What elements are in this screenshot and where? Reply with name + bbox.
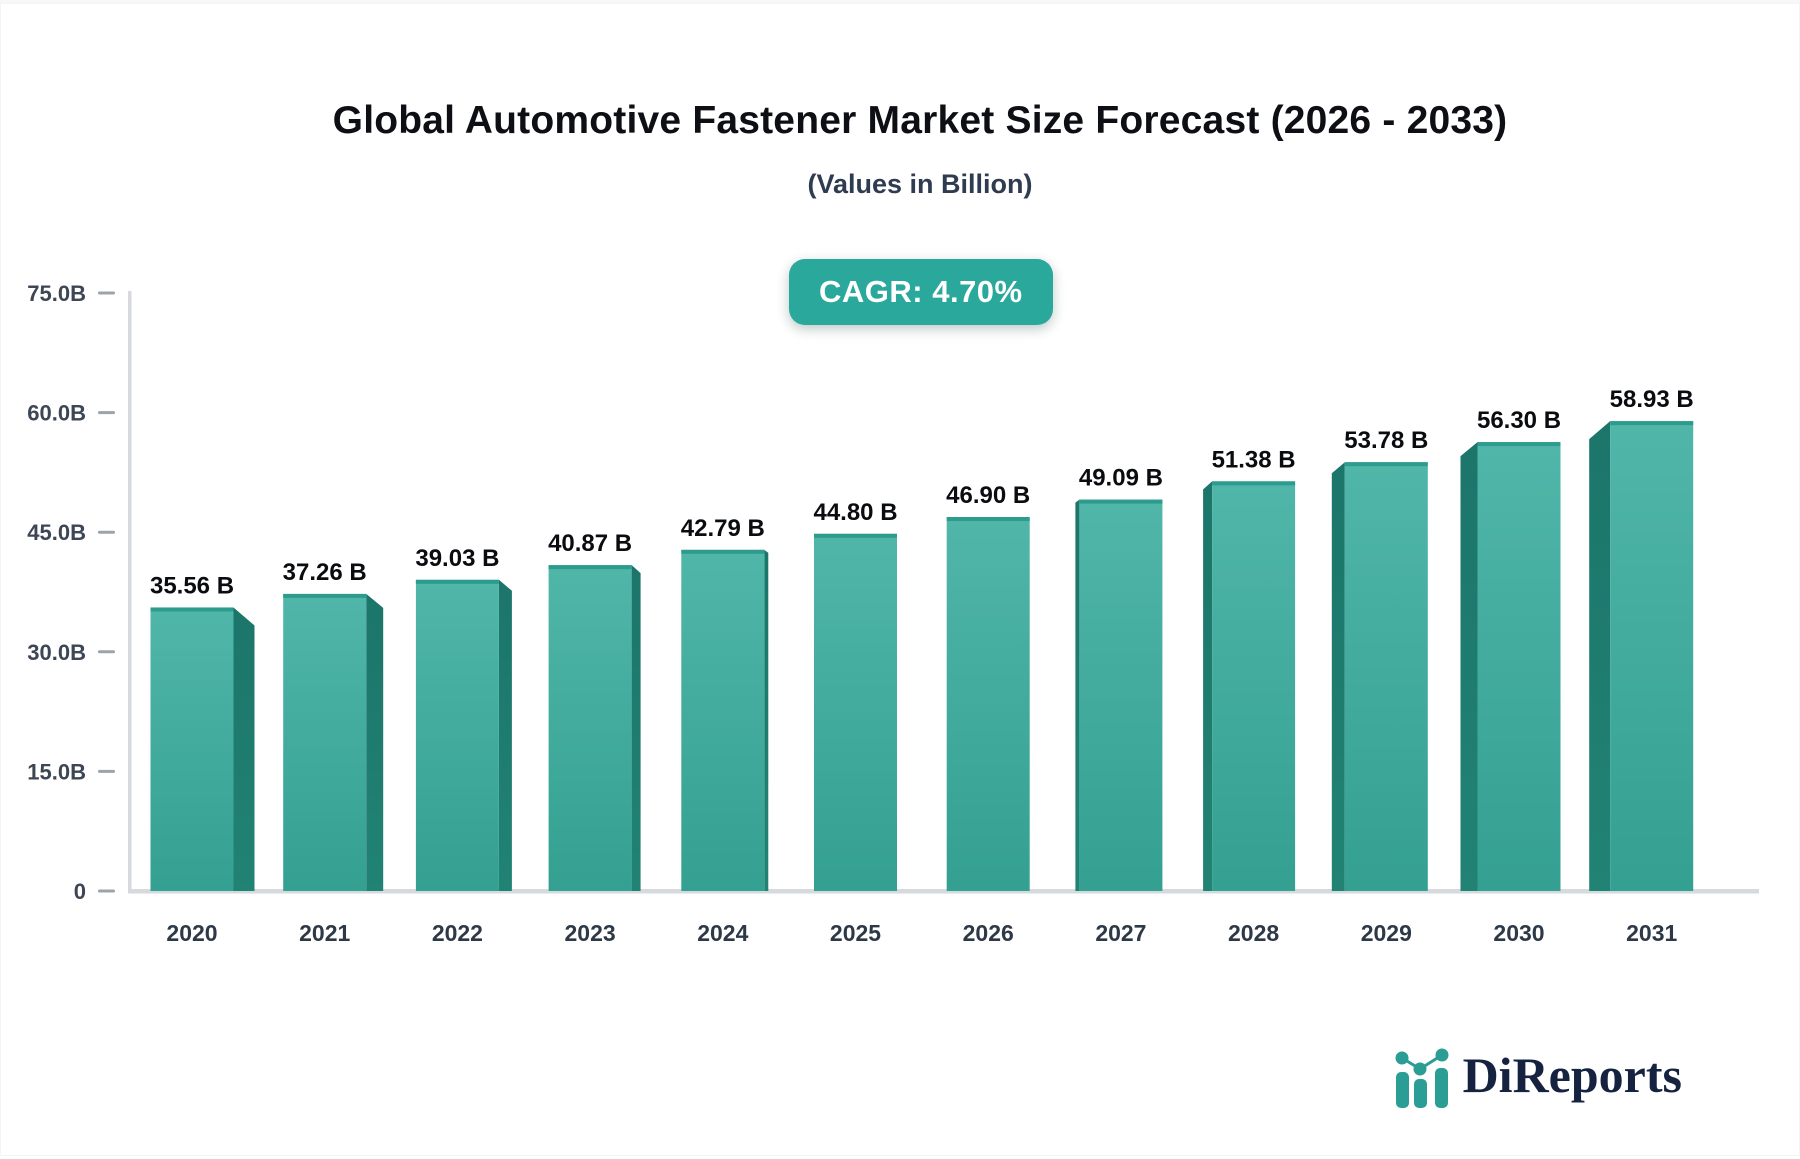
y-tick-dash [98, 530, 115, 534]
logo-dot [1435, 1048, 1449, 1062]
x-tick-label-2030: 2030 [1493, 920, 1544, 946]
x-tick-label-2028: 2028 [1228, 920, 1279, 946]
logo-bar [1395, 1072, 1409, 1108]
bar-value-label-2021: 37.26 B [283, 559, 367, 586]
y-axis-line [128, 291, 132, 893]
bar-value-label-2025: 44.80 B [813, 499, 897, 526]
bar-top-edge-2020 [150, 607, 234, 612]
bar-top-edge-2021 [283, 593, 367, 598]
bar-2029 [1344, 462, 1428, 891]
x-tick-label-2027: 2027 [1095, 920, 1146, 946]
y-tick-label: 75.0B [27, 281, 86, 306]
x-tick-label-2025: 2025 [830, 920, 881, 946]
bar-side-2020 [233, 607, 255, 891]
bar-2023 [548, 565, 632, 891]
bar-side-2029 [1331, 462, 1345, 891]
bar-value-label-2029: 53.78 B [1344, 427, 1428, 454]
y-tick-label: 0 [74, 879, 86, 904]
bar-side-2022 [498, 579, 512, 891]
bar-top-edge-2026 [946, 517, 1030, 522]
bar-value-label-2027: 49.09 B [1079, 465, 1163, 492]
x-tick-label-2024: 2024 [697, 920, 748, 946]
bar-side-2023 [631, 565, 641, 891]
bar-top-edge-2028 [1212, 481, 1296, 486]
y-tick-dash [98, 769, 115, 773]
bar-top-edge-2031 [1610, 421, 1694, 426]
logo-bar [1413, 1079, 1427, 1108]
direports-logo: DiReports [1395, 1039, 1682, 1117]
axis-layer [98, 291, 1759, 894]
bar-2025 [814, 533, 897, 891]
bar-value-label-2026: 46.90 B [946, 482, 1030, 509]
bar-top-edge-2022 [415, 579, 499, 584]
bar-2026 [946, 517, 1030, 891]
y-tick-dash [98, 411, 115, 415]
y-tick-label: 15.0B [27, 759, 86, 784]
y-tick-label: 60.0B [27, 401, 86, 426]
x-axis-line [128, 889, 1759, 894]
y-tick-dash [98, 650, 115, 654]
x-tick-label-2023: 2023 [565, 920, 616, 946]
bar-value-label-2020: 35.56 B [150, 572, 234, 599]
labels-layer: 75.0B 60.0B 45.0B 30.0B 15.0B 0 35.56 B 2020 37.… [27, 281, 1693, 946]
x-tick-label-2021: 2021 [299, 920, 350, 946]
bar-value-label-2028: 51.38 B [1212, 446, 1296, 473]
bar-side-2027 [1075, 499, 1080, 891]
bar-side-2031 [1589, 421, 1611, 891]
bar-2028 [1212, 481, 1296, 891]
bar-2021 [283, 593, 367, 891]
cagr-badge-label: CAGR: 4.70% [819, 274, 1023, 309]
bar-side-2024 [764, 549, 769, 891]
bar-side-2021 [366, 593, 384, 891]
bar-top-edge-2023 [548, 565, 632, 570]
bar-value-label-2024: 42.79 B [681, 515, 765, 542]
y-tick-dash [98, 889, 115, 893]
x-tick-label-2031: 2031 [1626, 920, 1677, 946]
bar-value-label-2022: 39.03 B [415, 545, 499, 572]
logo-dot [1395, 1051, 1409, 1065]
bar-value-label-2031: 58.93 B [1610, 386, 1694, 413]
chart-subtitle: (Values in Billion) [807, 169, 1033, 199]
bar-2031 [1610, 421, 1694, 891]
bar-top-edge-2029 [1344, 462, 1428, 467]
bar-side-2030 [1460, 442, 1478, 891]
bar-value-label-2030: 56.30 B [1477, 407, 1561, 434]
x-tick-label-2020: 2020 [166, 920, 217, 946]
direports-logo-text: DiReports [1462, 1047, 1682, 1103]
x-tick-label-2026: 2026 [963, 920, 1014, 946]
y-tick-label: 30.0B [27, 640, 86, 665]
bar-top-edge-2030 [1477, 442, 1561, 447]
bar-top-edge-2024 [681, 549, 765, 554]
bar-top-edge-2027 [1079, 499, 1163, 504]
bar-2027 [1079, 499, 1163, 891]
bar-2030 [1477, 442, 1561, 891]
logo-dot [1413, 1062, 1427, 1076]
bar-top-edge-2025 [814, 533, 897, 538]
bar-2022 [415, 579, 499, 891]
bar-2024 [681, 549, 765, 891]
bar-chart: 75.0B 60.0B 45.0B 30.0B 15.0B 0 35.56 B 2020 37.… [27, 281, 1759, 946]
y-tick-label: 45.0B [27, 520, 86, 545]
x-tick-label-2022: 2022 [432, 920, 483, 946]
logo-bar [1434, 1068, 1448, 1108]
direports-logo-icon [1395, 1048, 1449, 1108]
chart-title: Global Automotive Fastener Market Size F… [332, 99, 1508, 142]
bar-value-label-2023: 40.87 B [548, 530, 632, 557]
x-tick-label-2029: 2029 [1361, 920, 1412, 946]
y-tick-dash [98, 291, 115, 295]
cagr-badge: CAGR: 4.70% [789, 259, 1053, 325]
bars-layer [150, 421, 1694, 891]
bar-2020 [150, 607, 234, 891]
bar-side-2028 [1203, 481, 1213, 891]
